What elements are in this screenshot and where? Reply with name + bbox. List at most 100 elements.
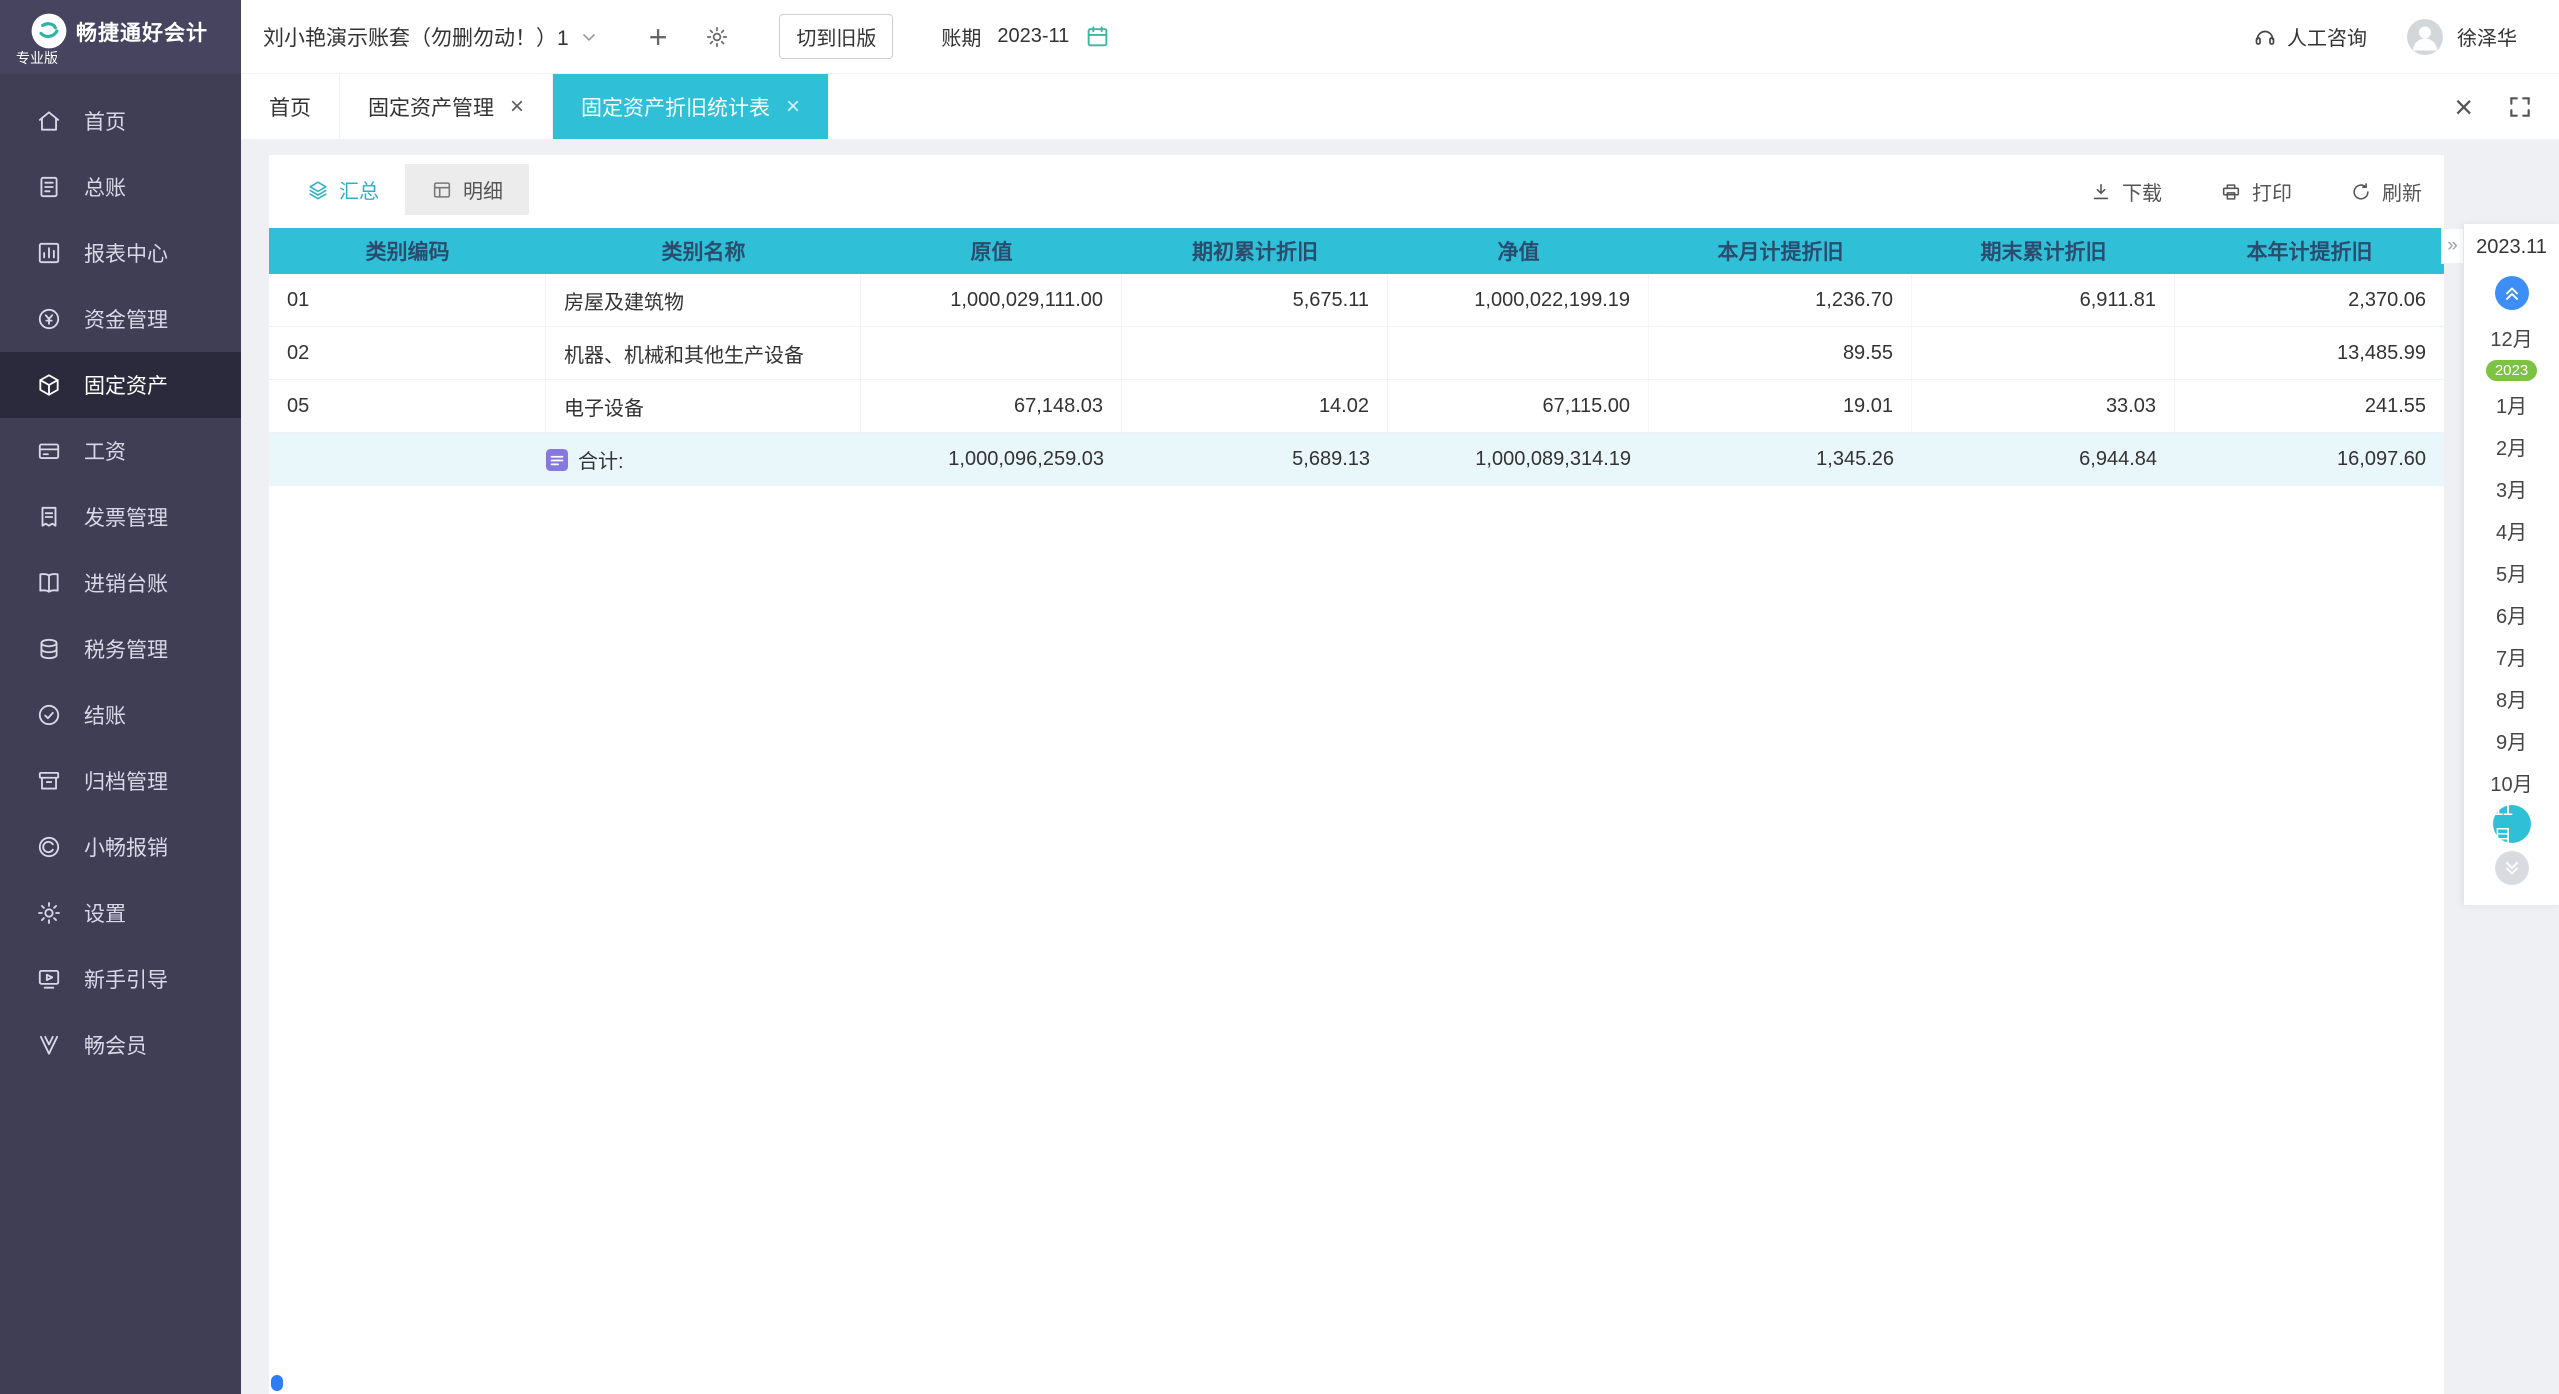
table-total-row: 合计: 1,000,096,259.03 5,689.13 1,000,089,… [269, 433, 2444, 486]
topbar-right: 人工咨询 徐泽华 [2253, 18, 2559, 55]
print-icon [2222, 183, 2240, 200]
scroll-months-up-button[interactable] [2494, 276, 2529, 310]
sidebar-item-guide[interactable]: 新手引导 [0, 946, 241, 1012]
cell-total-month: 1,345.26 [1816, 448, 1894, 470]
cell-begin-accum: 5,675.11 [1122, 274, 1388, 326]
cell-month-depr: 19.01 [1649, 380, 1912, 432]
tab-label: 固定资产折旧统计表 [581, 96, 771, 120]
month-item[interactable]: 9月 [2495, 731, 2528, 754]
cell-empty [269, 433, 546, 486]
month-item[interactable]: 7月 [2495, 647, 2528, 670]
member-icon [36, 1032, 62, 1058]
sidebar-item-reimburse[interactable]: 小畅报销 [0, 814, 241, 880]
logo-subtitle: 专业版 [16, 49, 58, 66]
cell-original-value: 67,148.03 [861, 380, 1122, 432]
cell-year-depr: 13,485.99 [2337, 341, 2426, 364]
sidebar-item-label: 畅会员 [84, 1035, 147, 1058]
sidebar-item-fixed-assets[interactable]: 固定资产 [0, 352, 241, 418]
tax-icon [36, 636, 62, 662]
sidebar-item-label: 小畅报销 [84, 837, 168, 860]
close-icon[interactable]: × [510, 92, 525, 120]
download-label: 下载 [2122, 183, 2162, 205]
table-row[interactable]: 05 电子设备 67,148.03 14.02 67,115.00 19.01 … [269, 380, 2444, 433]
sidebar-item-label: 税务管理 [84, 639, 168, 662]
username[interactable]: 徐泽华 [2457, 28, 2517, 50]
month-item[interactable]: 5月 [2495, 563, 2528, 586]
cell-begin-accum: 14.02 [1122, 380, 1388, 432]
refresh-label: 刷新 [2382, 183, 2422, 205]
support-button[interactable]: 人工咨询 [2253, 22, 2367, 51]
avatar[interactable] [2407, 18, 2443, 55]
cell-code: 05 [269, 380, 546, 432]
sidebar-item-inventory-ledger[interactable]: 进销台账 [0, 550, 241, 616]
gear-icon[interactable] [705, 25, 729, 49]
tab-bar-actions: × [2454, 74, 2559, 139]
add-icon[interactable]: + [648, 18, 668, 55]
cell-net-value: 1,000,022,199.19 [1388, 274, 1649, 326]
month-item[interactable]: 12月 [2490, 328, 2533, 351]
calendar-icon[interactable] [1085, 24, 1110, 49]
fullscreen-icon[interactable] [2507, 94, 2533, 120]
tab-label: 固定资产管理 [368, 96, 494, 120]
sidebar-item-closing[interactable]: 结账 [0, 682, 241, 748]
tab-detail[interactable]: 明细 [405, 164, 529, 215]
sidebar-item-invoice[interactable]: 发票管理 [0, 484, 241, 550]
refresh-button[interactable]: 刷新 [2350, 177, 2422, 206]
table-row[interactable]: 02 机器、机械和其他生产设备 89.55 13,485.99 [269, 327, 2444, 380]
sidebar-item-report-center[interactable]: 报表中心 [0, 220, 241, 286]
account-selector-label: 刘小艳演示账套（勿删勿动！）1 [263, 26, 569, 50]
sidebar-item-tax[interactable]: 税务管理 [0, 616, 241, 682]
sidebar-item-archive[interactable]: 归档管理 [0, 748, 241, 814]
tab-summary[interactable]: 汇总 [281, 164, 405, 215]
sidebar-item-salary[interactable]: 工资 [0, 418, 241, 484]
cell-total-begin-accum: 5,689.13 [1292, 448, 1370, 470]
tab-label: 首页 [269, 96, 311, 120]
period-label: 账期 [941, 28, 982, 50]
month-selector-panel: 2023.11 12月 2023 1月 2月 3月 4月 5月 6月 7月 8月… [2464, 224, 2559, 905]
period-value[interactable]: 2023-11 [997, 25, 1070, 47]
close-icon[interactable]: × [786, 92, 801, 120]
column-header: 期末累计折旧 [1980, 241, 2107, 264]
ledger-icon [36, 174, 62, 200]
cell-begin-accum [1122, 327, 1388, 379]
scroll-months-down-button[interactable] [2494, 851, 2529, 885]
sidebar-item-general-ledger[interactable]: 总账 [0, 154, 241, 220]
print-button[interactable]: 打印 [2220, 177, 2292, 206]
sidebar-item-home[interactable]: 首页 [0, 88, 241, 154]
tab-bar: 首页 固定资产管理 × 固定资产折旧统计表 × × [241, 74, 2559, 139]
sidebar-item-label: 结账 [84, 705, 126, 728]
collapse-panel-icon[interactable]: » [2441, 228, 2464, 264]
logo-icon [30, 12, 68, 50]
month-item[interactable]: 2月 [2495, 437, 2528, 460]
tab-depreciation-statistics[interactable]: 固定资产折旧统计表 × [553, 74, 829, 139]
month-item[interactable]: 3月 [2495, 479, 2528, 502]
month-item[interactable]: 6月 [2495, 605, 2528, 628]
tab-home[interactable]: 首页 [241, 74, 340, 139]
sidebar-item-funds[interactable]: 资金管理 [0, 286, 241, 352]
report-actions: 下载 打印 刷新 [2090, 155, 2422, 228]
month-item[interactable]: 4月 [2495, 521, 2528, 544]
tab-fixed-asset-management[interactable]: 固定资产管理 × [340, 74, 554, 139]
sidebar-item-label: 工资 [84, 441, 126, 464]
download-icon [2093, 183, 2109, 199]
sidebar: 首页 总账 报表中心 资金管理 固定资产 工资 发票管理 进销台账 税务管理 结… [0, 74, 241, 1394]
report-center-icon [36, 240, 62, 266]
print-label: 打印 [2252, 183, 2292, 205]
table-row[interactable]: 01 房屋及建筑物 1,000,029,111.00 5,675.11 1,00… [269, 274, 2444, 327]
month-item-selected[interactable]: 11月 [2492, 798, 2531, 849]
month-item[interactable]: 1月 [2495, 395, 2528, 418]
total-label-text: 合计: [578, 451, 624, 473]
close-all-icon[interactable]: × [2454, 88, 2473, 125]
sidebar-item-settings[interactable]: 设置 [0, 880, 241, 946]
detail-tab-label: 明细 [463, 181, 503, 203]
switch-old-version-button[interactable]: 切到旧版 [779, 14, 894, 59]
month-item[interactable]: 8月 [2495, 689, 2528, 712]
account-selector[interactable]: 刘小艳演示账套（勿删勿动！）1 [263, 22, 599, 52]
current-period-label: 2023.11 [2476, 235, 2547, 258]
month-item[interactable]: 10月 [2490, 773, 2533, 796]
sidebar-item-label: 发票管理 [84, 507, 168, 530]
sidebar-item-label: 资金管理 [84, 309, 168, 332]
sidebar-item-member[interactable]: 畅会员 [0, 1012, 241, 1078]
download-button[interactable]: 下载 [2090, 177, 2162, 206]
horizontal-scrollbar-thumb[interactable] [271, 1375, 283, 1391]
